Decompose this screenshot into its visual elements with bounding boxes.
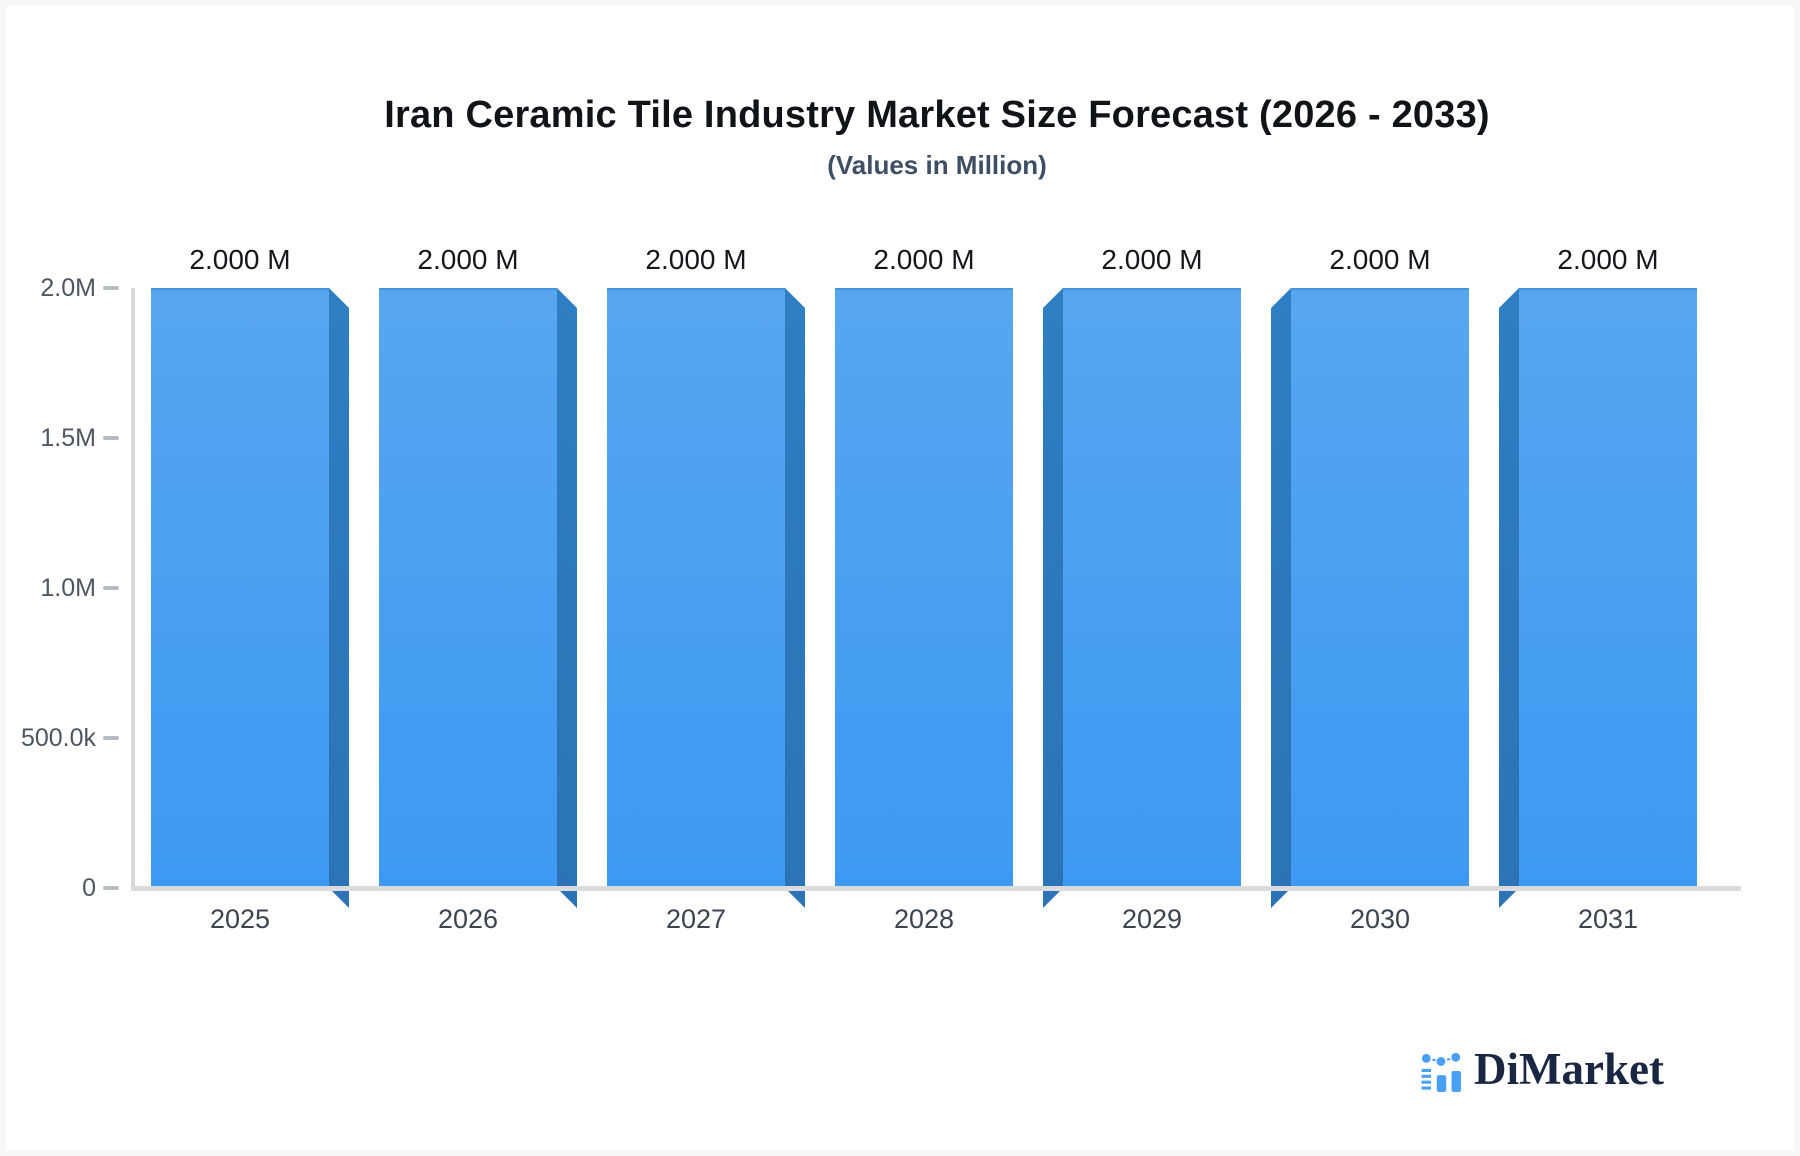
x-axis-category-label: 2030 (1349, 904, 1411, 934)
bar-front-face (1291, 288, 1469, 888)
bar-value-label: 2.000 M (1557, 244, 1659, 275)
bar-value-label: 2.000 M (189, 244, 291, 275)
bar-front-face (1519, 288, 1697, 888)
bar-front-face (379, 288, 557, 888)
bar-value-label: 2.000 M (873, 244, 975, 275)
y-axis-line (131, 288, 135, 888)
bar-front-face (1063, 288, 1241, 888)
y-axis-tick-mark (103, 886, 119, 890)
y-axis-tick-mark (103, 436, 119, 440)
x-axis-category-label: 2025 (209, 904, 271, 934)
y-axis-tick-label: 500.0k (20, 724, 96, 752)
y-axis-tick-label: 1.0M (40, 574, 96, 602)
x-axis-category-label: 2026 (437, 904, 499, 934)
bar-front-face (607, 288, 785, 888)
bar-value-label: 2.000 M (417, 244, 519, 275)
bar-value-label: 2.000 M (645, 244, 747, 275)
bar-front-face (835, 288, 1013, 888)
bar-side-face (785, 288, 805, 908)
bar-side-face (1499, 288, 1519, 908)
x-axis-category-label: 2027 (665, 904, 727, 934)
brand-logo: DiMarket (1421, 1042, 1664, 1092)
y-axis-tick-label: 2.0M (40, 274, 96, 302)
bar-front-face (151, 288, 329, 888)
brand-logo-text: DiMarket (1474, 1044, 1664, 1094)
chart-title: Iran Ceramic Tile Industry Market Size F… (384, 94, 1490, 136)
bar-side-face (1271, 288, 1291, 908)
bar-side-face (557, 288, 577, 908)
y-axis-tick-label: 1.5M (40, 424, 96, 452)
x-axis-category-label: 2029 (1121, 904, 1183, 934)
bar-value-label: 2.000 M (1101, 244, 1203, 275)
mini-bar-line-chart-icon (1421, 1052, 1461, 1092)
y-axis-tick-label: 0 (82, 874, 96, 902)
y-axis-tick-mark (103, 736, 119, 740)
y-axis-tick-mark (103, 586, 119, 590)
bar-side-face (1043, 288, 1063, 908)
x-axis-category-label: 2028 (893, 904, 955, 934)
x-axis-line (131, 886, 1741, 891)
x-axis-category-label: 2031 (1577, 904, 1639, 934)
bar-value-label: 2.000 M (1329, 244, 1431, 275)
chart-subtitle: (Values in Million) (827, 150, 1047, 180)
bar-side-face (329, 288, 349, 908)
y-axis-tick-mark (103, 286, 119, 290)
